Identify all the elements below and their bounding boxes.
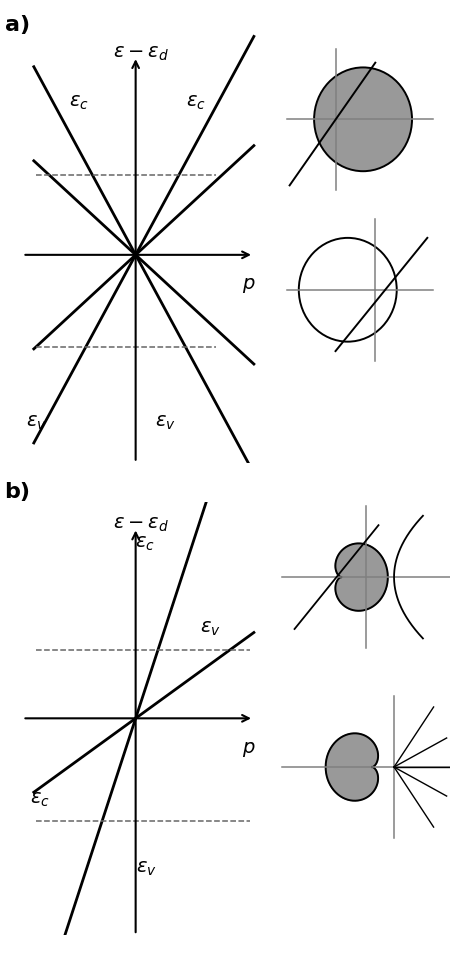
- Text: b): b): [4, 482, 31, 503]
- Text: $\varepsilon_v$: $\varepsilon_v$: [136, 859, 157, 878]
- Polygon shape: [326, 733, 378, 801]
- Text: a): a): [4, 15, 30, 35]
- Ellipse shape: [299, 238, 397, 342]
- Text: $\varepsilon_c$: $\varepsilon_c$: [186, 94, 206, 112]
- Text: $p$: $p$: [242, 740, 255, 759]
- Text: $\varepsilon_c$: $\varepsilon_c$: [30, 791, 50, 809]
- Text: $\varepsilon_v$: $\varepsilon_v$: [26, 414, 47, 432]
- Text: $\varepsilon - \varepsilon_d$: $\varepsilon - \varepsilon_d$: [113, 45, 169, 63]
- Text: $\varepsilon_c$: $\varepsilon_c$: [135, 534, 154, 552]
- Text: $p$: $p$: [242, 276, 255, 294]
- Text: $\varepsilon - \varepsilon_d$: $\varepsilon - \varepsilon_d$: [113, 516, 169, 534]
- Ellipse shape: [314, 67, 412, 171]
- Text: $\varepsilon_v$: $\varepsilon_v$: [199, 619, 220, 638]
- Text: $\varepsilon_c$: $\varepsilon_c$: [69, 94, 89, 112]
- Text: $\varepsilon_v$: $\varepsilon_v$: [155, 414, 176, 432]
- Polygon shape: [335, 543, 388, 611]
